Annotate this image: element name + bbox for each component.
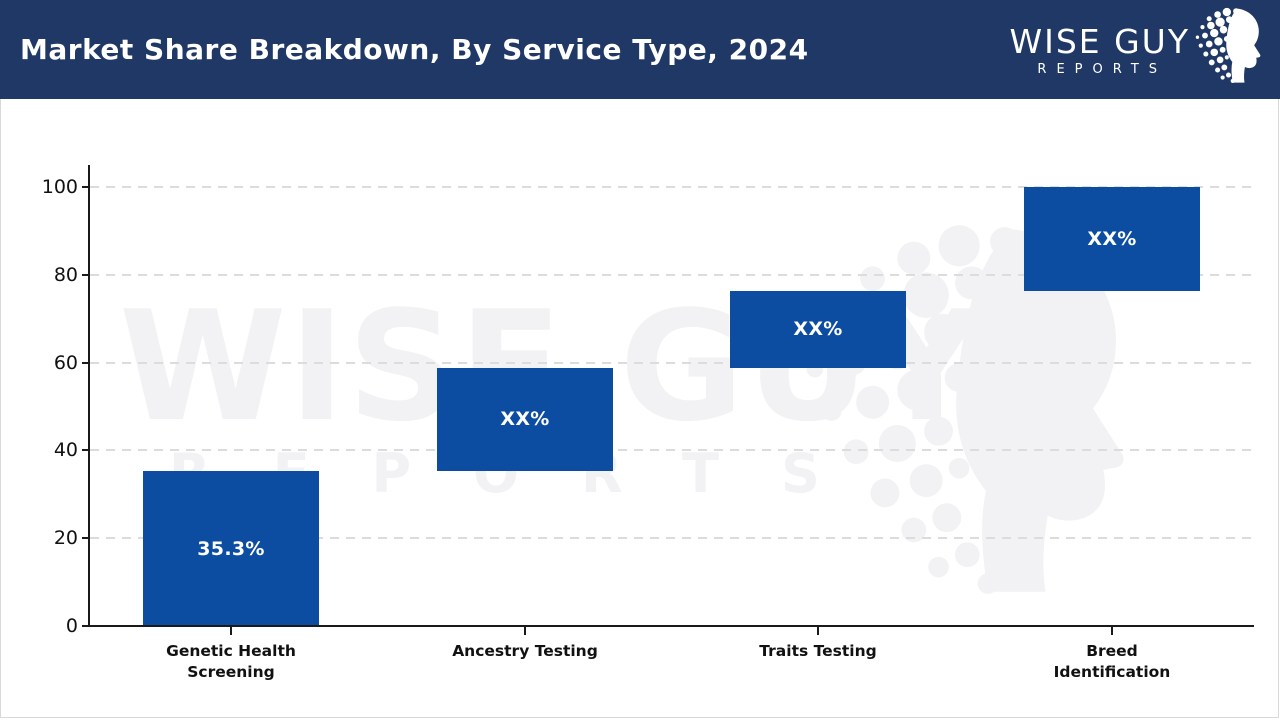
y-tick-mark [82, 186, 90, 188]
y-tick-mark [82, 449, 90, 452]
bar-ancestry-testing: XX% [437, 367, 613, 472]
y-tick-mark [82, 537, 90, 540]
bar-value-label: XX% [793, 318, 843, 341]
y-tick-mark [82, 273, 90, 276]
bar-value-label: 35.3% [197, 537, 265, 560]
brand-logo: WISE GUY REPORTS [1009, 6, 1268, 92]
x-tick-mark [524, 627, 526, 635]
x-axis [90, 625, 1254, 627]
gridline-100 [90, 186, 1254, 188]
gridline-60 [90, 361, 1254, 364]
x-category-label: Traits Testing [759, 642, 877, 660]
y-tick-mark [82, 361, 90, 364]
header-bar: Market Share Breakdown, By Service Type,… [0, 0, 1280, 99]
bar-breed-identification: XX% [1024, 187, 1200, 292]
brand-name: WISE GUY [1009, 21, 1190, 61]
brand-logo-text: WISE GUY REPORTS [1009, 22, 1190, 77]
page-title: Market Share Breakdown, By Service Type,… [20, 33, 809, 66]
y-tick-label: 40 [53, 439, 78, 462]
bar-traits-testing: XX% [730, 291, 906, 368]
bar-value-label: XX% [1087, 228, 1137, 251]
y-axis [88, 165, 90, 627]
y-tick-label: 80 [53, 263, 78, 286]
x-tick-mark [1111, 627, 1113, 635]
bar-value-label: XX% [500, 408, 550, 431]
x-tick-mark [817, 627, 819, 635]
gridline-80 [90, 273, 1254, 276]
brand-face-icon [1184, 6, 1268, 92]
x-category-label: Breed Identification [1053, 642, 1171, 681]
chart-canvas: WISE GUY REPORTS 0 20 40 60 80 100 35.3% XX% XX%… [0, 99, 1279, 718]
gridline-20 [90, 537, 1254, 540]
y-tick-mark [82, 625, 90, 627]
x-tick-mark [230, 627, 232, 635]
x-category-label: Genetic Health Screening [166, 642, 296, 681]
x-category-label: Ancestry Testing [452, 642, 598, 660]
y-tick-label: 60 [53, 351, 78, 374]
bar-genetic-health-screening: 35.3% [143, 471, 319, 626]
y-tick-label: 0 [65, 615, 78, 637]
y-tick-label: 20 [53, 527, 78, 550]
brand-subname: REPORTS [1037, 61, 1168, 77]
y-tick-label: 100 [41, 176, 78, 198]
plot-area: 0 20 40 60 80 100 35.3% XX% XX% XX% Genetic Health… [1, 99, 1278, 717]
gridline-40 [90, 449, 1254, 452]
